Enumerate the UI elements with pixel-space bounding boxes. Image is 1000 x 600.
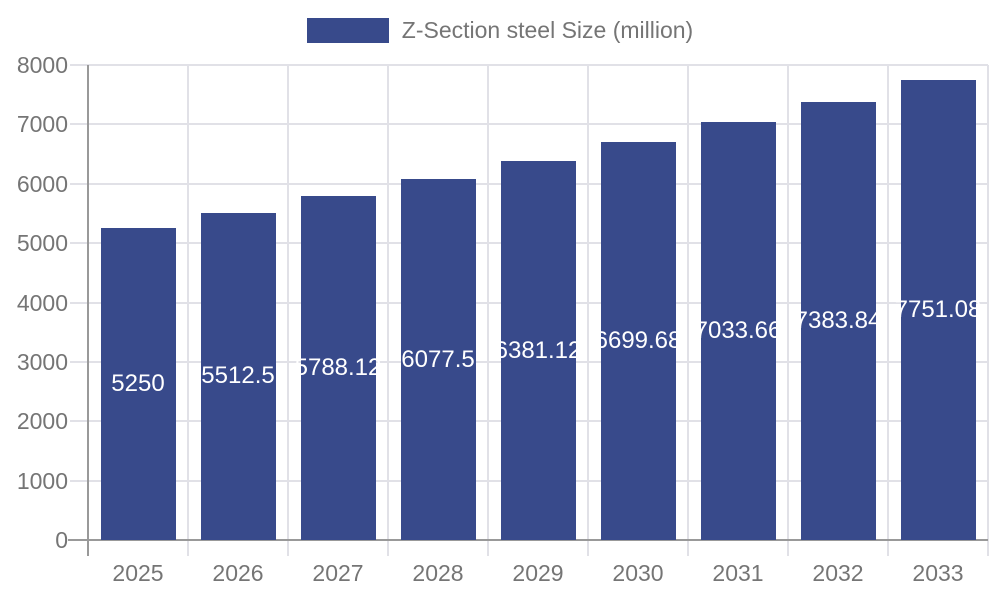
bar-value-label: 7751.08 (894, 295, 982, 323)
y-axis-tick-label: 3000 (16, 348, 68, 375)
gridline-vertical (487, 65, 489, 556)
legend-swatch-icon (306, 18, 389, 43)
bar-value-label: 5788.12 (294, 354, 382, 382)
bar-2025[interactable] (100, 228, 176, 540)
x-axis-tick-label: 2029 (512, 560, 564, 586)
bar-2032[interactable] (800, 101, 876, 540)
y-axis-tick-label: 6000 (16, 170, 68, 197)
bar-value-label: 7033.66 (694, 317, 782, 345)
legend-label: Z-Section steel Size (million) (401, 17, 694, 43)
bar-2028[interactable] (400, 179, 476, 540)
bar-2029[interactable] (500, 161, 576, 540)
y-axis-tick-label: 1000 (16, 467, 68, 494)
legend-item[interactable]: Z-Section steel Size (million) (306, 17, 694, 43)
gridline-vertical (787, 65, 789, 556)
gridline-vertical (687, 65, 689, 556)
y-axis-tick-label: 4000 (16, 289, 68, 316)
y-axis-tick-label: 8000 (16, 52, 68, 78)
x-axis-line (68, 539, 988, 541)
bar-2033[interactable] (900, 79, 976, 540)
legend: Z-Section steel Size (million) (0, 18, 1000, 43)
x-axis-tick-label: 2030 (612, 560, 664, 586)
bar-2030[interactable] (600, 142, 676, 540)
bar-2026[interactable] (200, 212, 276, 540)
bar-value-label: 5250 (111, 370, 165, 398)
gridline-vertical (887, 65, 889, 556)
x-axis-tick-label: 2028 (412, 560, 464, 586)
bar-value-label: 7383.84 (794, 306, 882, 334)
bar-2027[interactable] (300, 196, 376, 540)
y-axis-tick-label: 0 (55, 527, 68, 553)
gridline-horizontal (70, 64, 988, 66)
x-axis-tick-label: 2027 (312, 560, 364, 586)
y-axis-tick-label: 2000 (16, 408, 68, 435)
x-axis-tick-label: 2025 (112, 560, 164, 586)
y-axis-line (87, 65, 89, 556)
x-axis-tick-label: 2032 (812, 560, 864, 586)
x-axis-tick-label: 2026 (212, 560, 264, 586)
bar-value-label: 6381.12 (494, 336, 582, 364)
x-axis-tick-label: 2033 (912, 560, 964, 586)
gridline-horizontal (70, 123, 988, 126)
bar-2031[interactable] (700, 122, 776, 540)
gridline-vertical (587, 65, 589, 556)
gridline-vertical (387, 65, 389, 556)
y-axis-tick-label: 5000 (16, 230, 68, 257)
gridline-vertical (287, 65, 289, 556)
bar-value-label: 5512.5 (201, 362, 275, 390)
gridline-vertical (187, 65, 189, 556)
x-axis-tick-label: 2031 (712, 560, 764, 586)
bar-value-label: 6077.5 (401, 345, 475, 373)
y-axis-tick-label: 7000 (16, 111, 68, 138)
gridline-vertical (987, 65, 989, 556)
bar-value-label: 6699.68 (594, 327, 682, 355)
